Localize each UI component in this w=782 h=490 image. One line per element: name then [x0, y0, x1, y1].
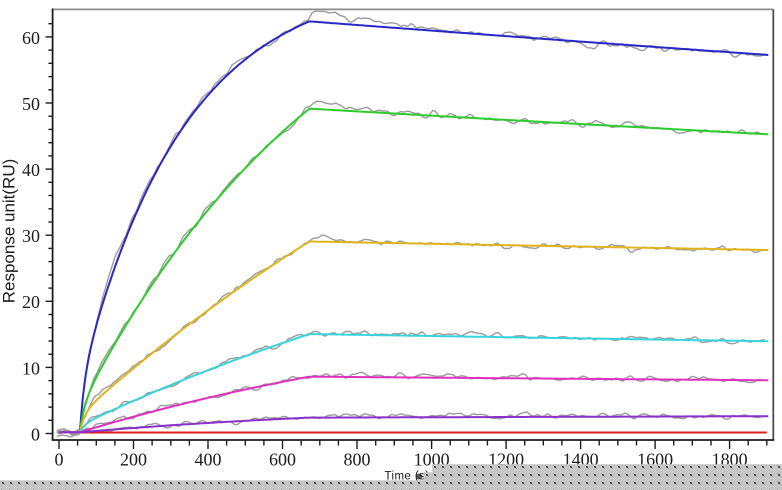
svg-text:0: 0 [55, 449, 64, 469]
svg-text:600: 600 [269, 449, 296, 469]
svg-text:60: 60 [22, 28, 40, 48]
svg-text:800: 800 [344, 449, 371, 469]
svg-text:30: 30 [22, 226, 40, 246]
svg-text:Response unit(RU): Response unit(RU) [0, 159, 19, 304]
svg-text:50: 50 [22, 94, 40, 114]
svg-text:400: 400 [195, 449, 222, 469]
svg-text:Time (s): Time (s) [385, 470, 430, 482]
svg-text:20: 20 [22, 292, 40, 312]
svg-text:200: 200 [120, 449, 147, 469]
svg-text:10: 10 [22, 358, 40, 378]
svg-text:40: 40 [22, 160, 40, 180]
svg-text:0: 0 [31, 424, 40, 444]
